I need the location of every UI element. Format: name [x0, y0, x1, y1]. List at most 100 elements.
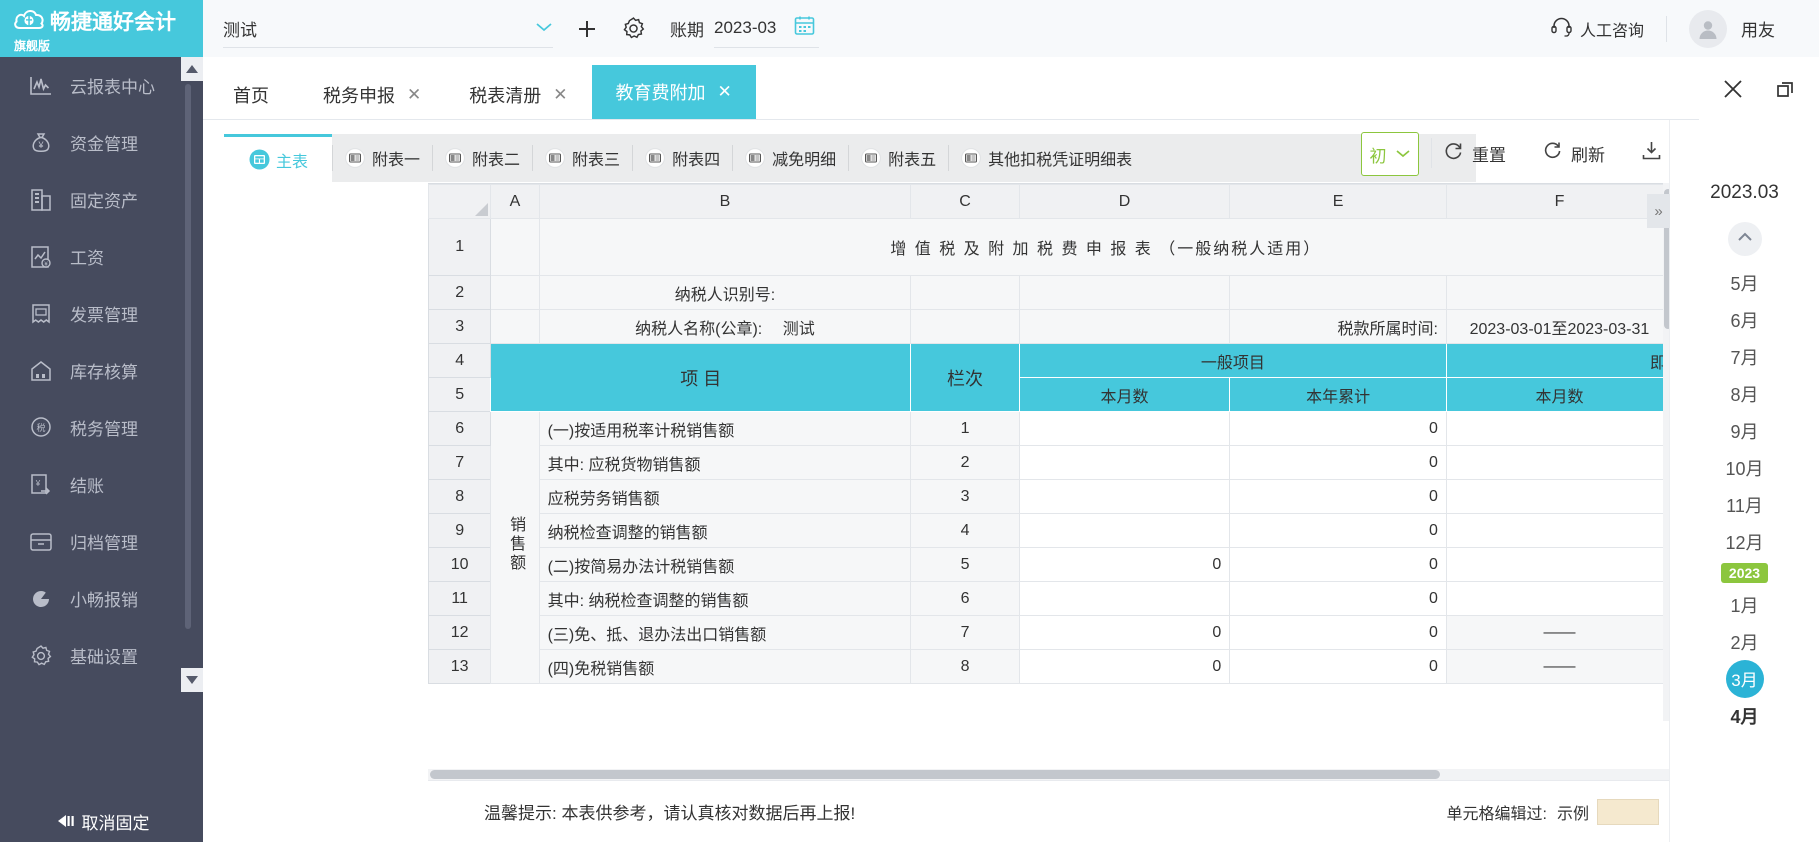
panel-collapse-button[interactable]: » — [1647, 194, 1670, 228]
cell-d[interactable] — [1018, 581, 1231, 616]
sheet-tab-attach-5[interactable]: 附表五 — [848, 134, 948, 182]
column-header-b[interactable]: B — [538, 184, 912, 219]
tax-period-label[interactable]: 税款所属时间: — [1229, 309, 1447, 344]
row-label[interactable]: 纳税检查调整的销售额 — [538, 513, 912, 548]
header-line[interactable]: 栏次 — [910, 343, 1020, 412]
header-year[interactable]: 本年累计 — [1229, 377, 1447, 412]
row-header[interactable]: 6 — [428, 411, 492, 446]
row-line-no[interactable]: 7 — [910, 615, 1020, 650]
header-item[interactable]: 项 目 — [490, 343, 912, 412]
row-line-no[interactable]: 8 — [910, 649, 1020, 684]
cell-a1[interactable] — [490, 218, 540, 276]
sidebar-scroll-down[interactable] — [181, 668, 203, 692]
cell-a3[interactable] — [490, 309, 540, 344]
cell-f[interactable] — [1445, 581, 1673, 616]
panel-month-11[interactable]: 11月 — [1670, 486, 1819, 523]
sidebar-item-fund[interactable]: ¥ 资金管理 — [0, 114, 203, 171]
cell-f[interactable]: —— — [1445, 615, 1673, 650]
header-general[interactable]: 一般项目 — [1018, 343, 1447, 378]
close-icon[interactable]: ✕ — [407, 84, 422, 104]
row-label[interactable]: 应税劳务销售额 — [538, 479, 912, 514]
tab-tax-form-list[interactable]: 税表清册 ✕ — [445, 70, 591, 119]
cell-d3[interactable] — [1018, 309, 1231, 344]
sidebar-item-closing[interactable]: ¥ 结账 — [0, 456, 203, 513]
reset-button[interactable]: 重置 — [1443, 140, 1506, 166]
sidebar-scroll-up[interactable] — [181, 57, 203, 81]
header-immediate[interactable]: 即 — [1445, 343, 1673, 378]
row-header[interactable]: 11 — [428, 581, 492, 616]
row-line-no[interactable]: 1 — [910, 411, 1020, 446]
sheet-tab-main[interactable]: 主表 — [224, 134, 333, 182]
avatar[interactable] — [1689, 9, 1727, 48]
panel-month-6[interactable]: 6月 — [1670, 301, 1819, 338]
panel-month-9[interactable]: 9月 — [1670, 412, 1819, 449]
cell-d[interactable]: 0 — [1018, 615, 1231, 650]
cell-d[interactable] — [1018, 411, 1231, 446]
select-all-corner[interactable] — [428, 184, 492, 219]
cell-d[interactable]: 0 — [1018, 649, 1231, 684]
row-label[interactable]: (四)免税销售额 — [538, 649, 912, 684]
row-header[interactable]: 5 — [428, 377, 492, 412]
tab-education-surcharge[interactable]: 教育费附加 ✕ — [591, 65, 756, 119]
add-button[interactable] — [575, 17, 599, 41]
tab-home[interactable]: 首页 — [203, 70, 299, 119]
row-label[interactable]: (一)按适用税率计税销售额 — [538, 411, 912, 446]
cell-f2[interactable] — [1445, 275, 1673, 310]
row-line-no[interactable]: 6 — [910, 581, 1020, 616]
panel-month-10[interactable]: 10月 — [1670, 449, 1819, 486]
cell-f[interactable] — [1445, 479, 1673, 514]
header-month[interactable]: 本月数 — [1018, 377, 1231, 412]
panel-month-7[interactable]: 7月 — [1670, 338, 1819, 375]
cell-e[interactable]: 0 — [1229, 581, 1447, 616]
declaration-period-dropdown[interactable]: 初 — [1361, 132, 1419, 176]
cell-c3[interactable] — [910, 309, 1020, 344]
window-restore-button[interactable] — [1759, 57, 1811, 120]
column-header-f[interactable]: F — [1445, 184, 1673, 219]
panel-month-5[interactable]: 5月 — [1670, 264, 1819, 301]
cell-e[interactable]: 0 — [1229, 479, 1447, 514]
panel-month-1[interactable]: 1月 — [1670, 586, 1819, 623]
cell-a2[interactable] — [490, 275, 540, 310]
row-line-no[interactable]: 2 — [910, 445, 1020, 480]
support-button[interactable]: 人工咨询 — [1550, 15, 1644, 42]
column-header-e[interactable]: E — [1229, 184, 1447, 219]
sheet-title[interactable]: 增 值 税 及 附 加 税 费 申 报 表 （一般纳税人适用） — [538, 218, 1673, 276]
header-month-2[interactable]: 本月数 — [1445, 377, 1673, 412]
vertical-scrollbar[interactable] — [1663, 183, 1673, 721]
column-header-c[interactable]: C — [910, 184, 1020, 219]
cell-f[interactable] — [1445, 513, 1673, 548]
sheet-tab-attach-4[interactable]: 附表四 — [632, 134, 732, 182]
row-label[interactable]: (三)免、抵、退办法出口销售额 — [538, 615, 912, 650]
cell-f[interactable] — [1445, 411, 1673, 446]
company-selector[interactable]: 测试 — [223, 10, 553, 48]
panel-month-12[interactable]: 12月 — [1670, 523, 1819, 560]
sheet-tab-other-deduction[interactable]: 其他扣税凭证明细表 — [948, 134, 1144, 182]
row-header[interactable]: 2 — [428, 275, 492, 310]
cell-e[interactable]: 0 — [1229, 445, 1447, 480]
refresh-button[interactable]: 刷新 — [1542, 140, 1605, 166]
column-header-a[interactable]: A — [490, 184, 540, 219]
row-header[interactable]: 3 — [428, 309, 492, 344]
cell-f[interactable]: —— — [1445, 649, 1673, 684]
cell-d[interactable] — [1018, 513, 1231, 548]
row-label[interactable]: (二)按简易办法计税销售额 — [538, 547, 912, 582]
close-icon[interactable]: ✕ — [717, 82, 732, 101]
sidebar-unpin-button[interactable]: 取消固定 — [0, 800, 203, 842]
row-line-no[interactable]: 4 — [910, 513, 1020, 548]
cell-f[interactable] — [1445, 445, 1673, 480]
sheet-tab-attach-2[interactable]: 附表二 — [432, 134, 532, 182]
cell-f[interactable] — [1445, 547, 1673, 582]
scroll-thumb[interactable] — [430, 770, 1440, 779]
cell-d[interactable] — [1018, 445, 1231, 480]
settings-button[interactable] — [621, 16, 646, 41]
spreadsheet[interactable]: A B C D E F 1 增 值 税 及 附 加 税 费 申 报 表 （一般纳… — [428, 183, 1673, 721]
row-line-no[interactable]: 3 — [910, 479, 1020, 514]
row-header[interactable]: 10 — [428, 547, 492, 582]
sidebar-item-cloud-report[interactable]: 云报表中心 — [0, 57, 203, 114]
cell-e[interactable]: 0 — [1229, 547, 1447, 582]
cell-c2[interactable] — [910, 275, 1020, 310]
row-group-label[interactable]: 销售额 — [490, 411, 540, 684]
tab-tax-declaration[interactable]: 税务申报 ✕ — [299, 70, 445, 119]
sidebar-item-guide[interactable]: 新手引导 — [0, 684, 203, 699]
close-icon[interactable]: ✕ — [553, 84, 568, 104]
